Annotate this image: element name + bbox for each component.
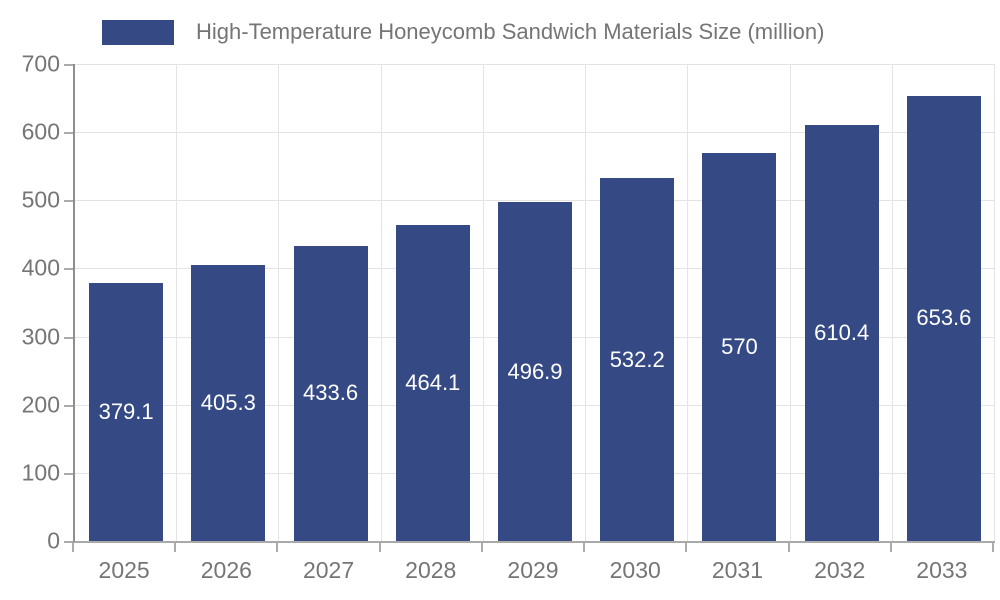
x-tick-mark bbox=[276, 543, 279, 552]
y-tick-mark bbox=[64, 200, 73, 203]
x-tick-label-2030: 2030 bbox=[609, 557, 661, 583]
x-tick-label-2027: 2027 bbox=[302, 557, 355, 583]
x-tick-mark bbox=[378, 543, 381, 552]
x-gridline bbox=[687, 64, 689, 541]
y-tick-label: 700 bbox=[21, 50, 60, 77]
y-tick-label: 300 bbox=[21, 323, 60, 350]
x-tick-mark bbox=[174, 543, 177, 552]
bar-2033[interactable]: 653.6 bbox=[906, 95, 981, 541]
y-tick-mark bbox=[64, 404, 73, 407]
y-gridline bbox=[75, 132, 995, 134]
y-tick-label: 200 bbox=[21, 391, 60, 418]
bar-value-label: 532.2 bbox=[609, 346, 665, 372]
y-gridline bbox=[75, 64, 995, 65]
bar-value-label: 610.4 bbox=[814, 320, 870, 346]
x-tick-label-2033: 2033 bbox=[916, 557, 968, 583]
y-tick-mark bbox=[64, 541, 73, 543]
x-gridline bbox=[994, 64, 995, 541]
legend-swatch bbox=[102, 19, 174, 45]
bar-value-label: 496.9 bbox=[507, 358, 563, 384]
bar-value-label: 653.6 bbox=[916, 305, 972, 331]
x-tick-mark bbox=[583, 543, 586, 552]
x-tick-label-2032: 2032 bbox=[814, 557, 866, 583]
bar-2032[interactable]: 610.4 bbox=[804, 125, 879, 541]
x-gridline bbox=[482, 64, 484, 541]
x-gridline bbox=[789, 64, 791, 541]
legend-item[interactable]: High-Temperature Honeycomb Sandwich Mate… bbox=[102, 18, 824, 46]
x-tick-mark bbox=[992, 543, 994, 552]
x-tick-label-2029: 2029 bbox=[507, 557, 559, 583]
bar-2027[interactable]: 433.6 bbox=[293, 245, 368, 541]
y-gridline bbox=[75, 200, 995, 202]
bar-2030[interactable]: 532.2 bbox=[600, 178, 675, 541]
bar-value-label: 570 bbox=[721, 333, 758, 359]
bar-2031[interactable]: 570 bbox=[702, 152, 777, 541]
bar-value-label: 464.1 bbox=[405, 369, 461, 395]
x-tick-label-2031: 2031 bbox=[711, 557, 764, 583]
y-tick-label: 400 bbox=[21, 254, 60, 281]
bar-2028[interactable]: 464.1 bbox=[395, 224, 470, 541]
x-tick-mark bbox=[889, 543, 892, 552]
y-tick-mark bbox=[64, 64, 73, 66]
plot-area: 379.1 405.3 433.6 464.1 496.9 532.2 570 610.4 65… bbox=[73, 64, 995, 543]
y-tick-label: 500 bbox=[21, 186, 60, 213]
bar-value-label: 379.1 bbox=[98, 398, 154, 424]
x-tick-label-2028: 2028 bbox=[405, 557, 457, 583]
y-tick-mark bbox=[64, 268, 73, 271]
x-gridline bbox=[176, 64, 178, 541]
bar-2025[interactable]: 379.1 bbox=[89, 282, 164, 541]
x-tick-label-2025: 2025 bbox=[98, 557, 150, 583]
x-gridline bbox=[585, 64, 587, 541]
x-tick-mark bbox=[72, 543, 74, 552]
y-tick-label: 100 bbox=[21, 459, 60, 486]
y-tick-mark bbox=[64, 336, 73, 339]
x-gridline bbox=[278, 64, 280, 541]
x-tick-mark bbox=[480, 543, 483, 552]
bar-2026[interactable]: 405.3 bbox=[191, 264, 266, 541]
x-gridline bbox=[380, 64, 382, 541]
y-tick-label: 0 bbox=[47, 527, 60, 554]
y-tick-mark bbox=[64, 132, 73, 135]
x-gridline bbox=[891, 64, 893, 541]
x-tick-mark bbox=[685, 543, 688, 552]
y-tick-mark bbox=[64, 472, 73, 475]
bar-2029[interactable]: 496.9 bbox=[498, 202, 572, 541]
bar-value-label: 405.3 bbox=[200, 389, 256, 415]
x-tick-label-2026: 2026 bbox=[200, 557, 252, 583]
bar-value-label: 433.6 bbox=[303, 380, 359, 406]
y-tick-label: 600 bbox=[21, 118, 60, 145]
x-tick-mark bbox=[787, 543, 790, 552]
legend-label: High-Temperature Honeycomb Sandwich Mate… bbox=[196, 19, 825, 44]
